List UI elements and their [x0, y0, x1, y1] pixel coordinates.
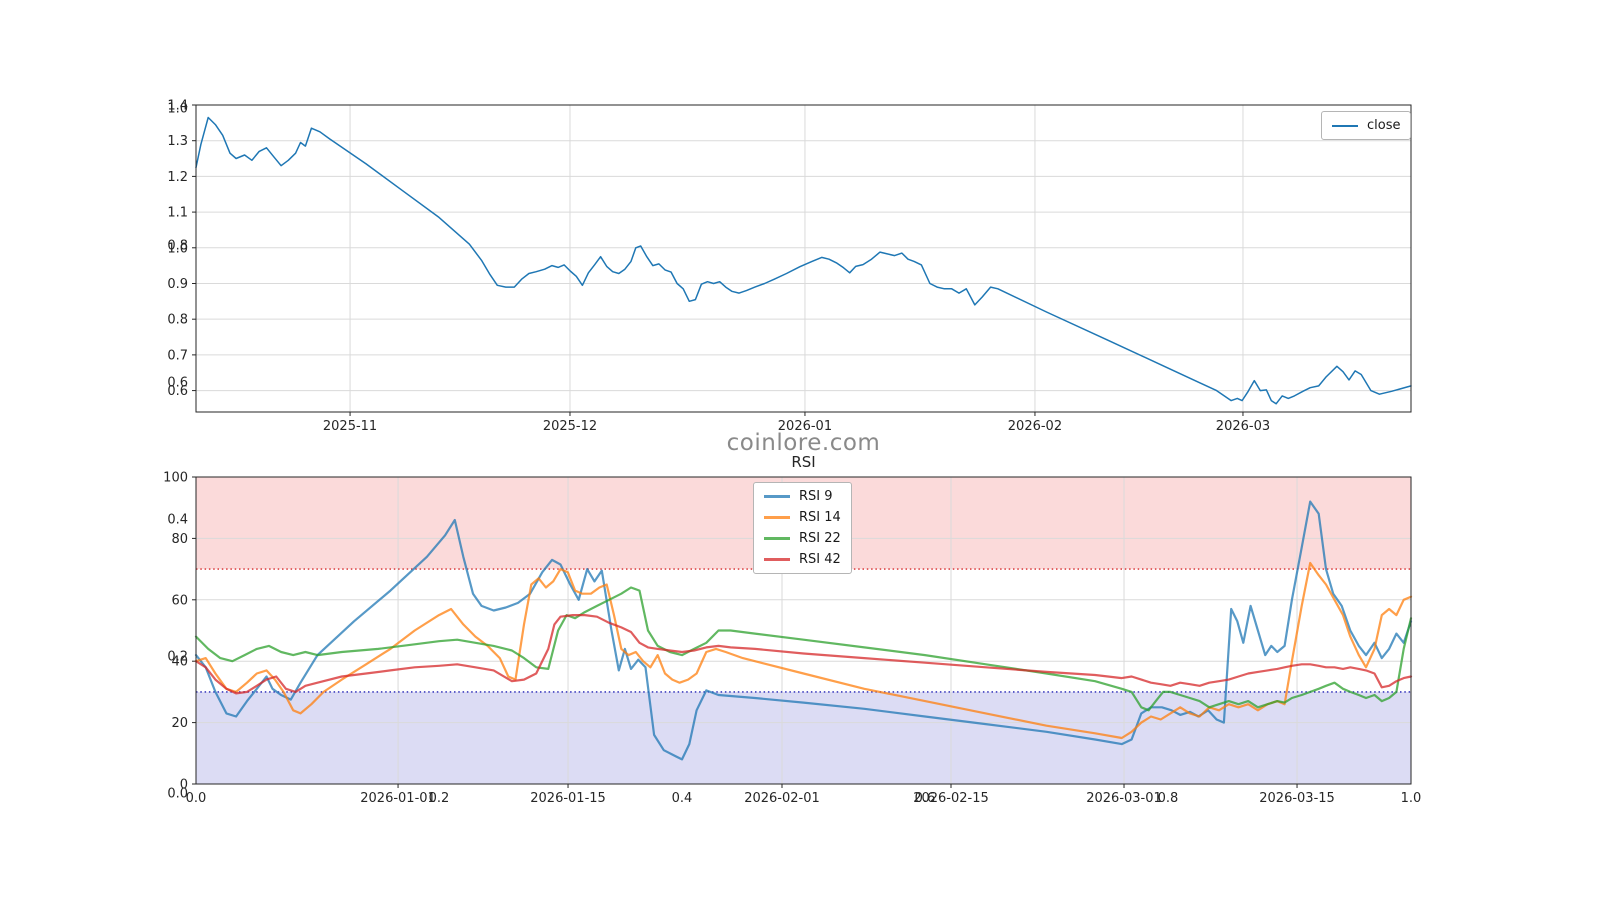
x-tick-label: 2026-02-01 — [744, 791, 820, 806]
overlay-y-tick-label: 0.8 — [167, 239, 188, 254]
y-tick-label: 40 — [171, 655, 188, 670]
x-tick-label: 2026-01-01 — [360, 791, 436, 806]
y-tick-label: 1.0 — [167, 241, 188, 256]
legend-item: RSI 9 — [764, 489, 841, 504]
legend-label: RSI 42 — [799, 552, 841, 567]
legend-label: RSI 9 — [799, 489, 833, 504]
legend-line-sample-icon — [764, 537, 790, 540]
legend-item: RSI 42 — [764, 552, 841, 567]
series-rsi-42 — [194, 613, 1413, 695]
x-tick-label: 2026-01-15 — [530, 791, 606, 806]
y-tick-label: 0.6 — [167, 384, 188, 399]
x-tick-label: 2026-01 — [778, 419, 832, 434]
series-rsi-22 — [194, 586, 1413, 712]
y-tick-label: 100 — [163, 471, 188, 486]
y-tick-label: 0 — [180, 778, 188, 793]
x-tick-label: 2026-03-01 — [1086, 791, 1162, 806]
overlay-x-tick-label: 0.4 — [672, 791, 693, 806]
y-tick-label: 60 — [171, 593, 188, 608]
overlay-x-tick-label: 1.0 — [1401, 791, 1422, 806]
y-tick-label: 80 — [171, 532, 188, 547]
legend-line-sample-icon — [764, 558, 790, 561]
y-tick-label: 1.2 — [167, 170, 188, 185]
legend-item: RSI 22 — [764, 531, 841, 546]
legend-label: RSI 22 — [799, 531, 841, 546]
legend-line-sample-icon — [1332, 124, 1358, 127]
legend-line-sample-icon — [764, 516, 790, 519]
y-tick-label: 0.7 — [167, 348, 188, 363]
price-panel-border — [195, 104, 1412, 413]
series-rsi-9 — [194, 500, 1413, 761]
overlay-y-tick-label: 0.4 — [167, 513, 188, 528]
overlay-x-tick-label: 0.6 — [915, 791, 936, 806]
legend-item: close — [1332, 118, 1400, 133]
legend-label: close — [1367, 118, 1401, 133]
legend-line-sample-icon — [764, 495, 790, 498]
y-tick-label: 1.3 — [167, 134, 188, 149]
x-tick-label: 2025-11 — [323, 419, 377, 434]
x-tick-label: 2025-12 — [543, 419, 597, 434]
legend-label: RSI 14 — [799, 510, 841, 525]
series-rsi-14 — [194, 561, 1413, 740]
overlay-x-tick-label: 0.2 — [429, 791, 450, 806]
rsi-panel-title: RSI — [791, 453, 816, 471]
y-tick-label: 20 — [171, 716, 188, 731]
y-tick-label: 1.4 — [167, 99, 188, 114]
y-tick-label: 1.1 — [167, 206, 188, 221]
watermark: coinlore.com — [726, 430, 881, 456]
overlay-y-tick-label: 1.0 — [167, 102, 188, 117]
legend-item: RSI 14 — [764, 510, 841, 525]
y-tick-label: 0.8 — [167, 313, 188, 328]
x-tick-label: 2026-03 — [1216, 419, 1270, 434]
price-legend: close — [1321, 111, 1412, 140]
y-tick-label: 0.9 — [167, 277, 188, 292]
x-tick-label: 2026-02-15 — [913, 791, 989, 806]
series-close — [195, 116, 1412, 405]
overlay-x-tick-label: 0.8 — [1158, 791, 1179, 806]
oversold-zone — [196, 691, 1411, 784]
x-tick-label: 2026-02 — [1008, 419, 1062, 434]
rsi-legend: RSI 9 RSI 14 RSI 22 RSI 42 — [753, 482, 852, 574]
overlay-x-tick-label: 0.0 — [186, 791, 207, 806]
overlay-y-tick-label: 0.0 — [167, 787, 188, 802]
x-tick-label: 2026-03-15 — [1259, 791, 1335, 806]
overlay-y-tick-label: 0.6 — [167, 376, 188, 391]
rsi-panel-border — [195, 476, 1412, 785]
overlay-y-tick-label: 0.2 — [167, 650, 188, 665]
